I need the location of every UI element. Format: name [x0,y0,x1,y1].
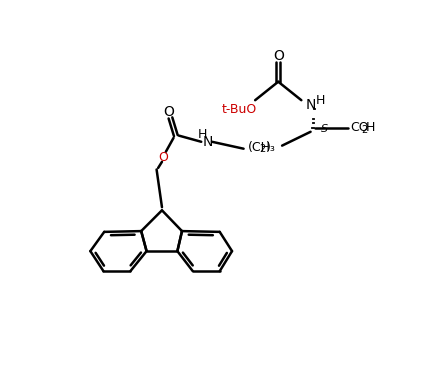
Text: H: H [316,94,325,107]
Text: )₃: )₃ [266,141,276,154]
Text: O: O [273,48,284,63]
Text: N: N [305,98,316,112]
Text: 2: 2 [259,144,265,154]
Text: N: N [202,135,213,149]
Text: (CH: (CH [248,141,271,154]
Text: S: S [321,125,328,134]
Text: 2: 2 [361,125,368,135]
Text: O: O [163,105,175,119]
Text: H: H [198,128,207,141]
Text: H: H [366,122,375,134]
Text: CO: CO [350,122,369,134]
Text: t-BuO: t-BuO [222,103,256,116]
Text: O: O [158,151,168,164]
